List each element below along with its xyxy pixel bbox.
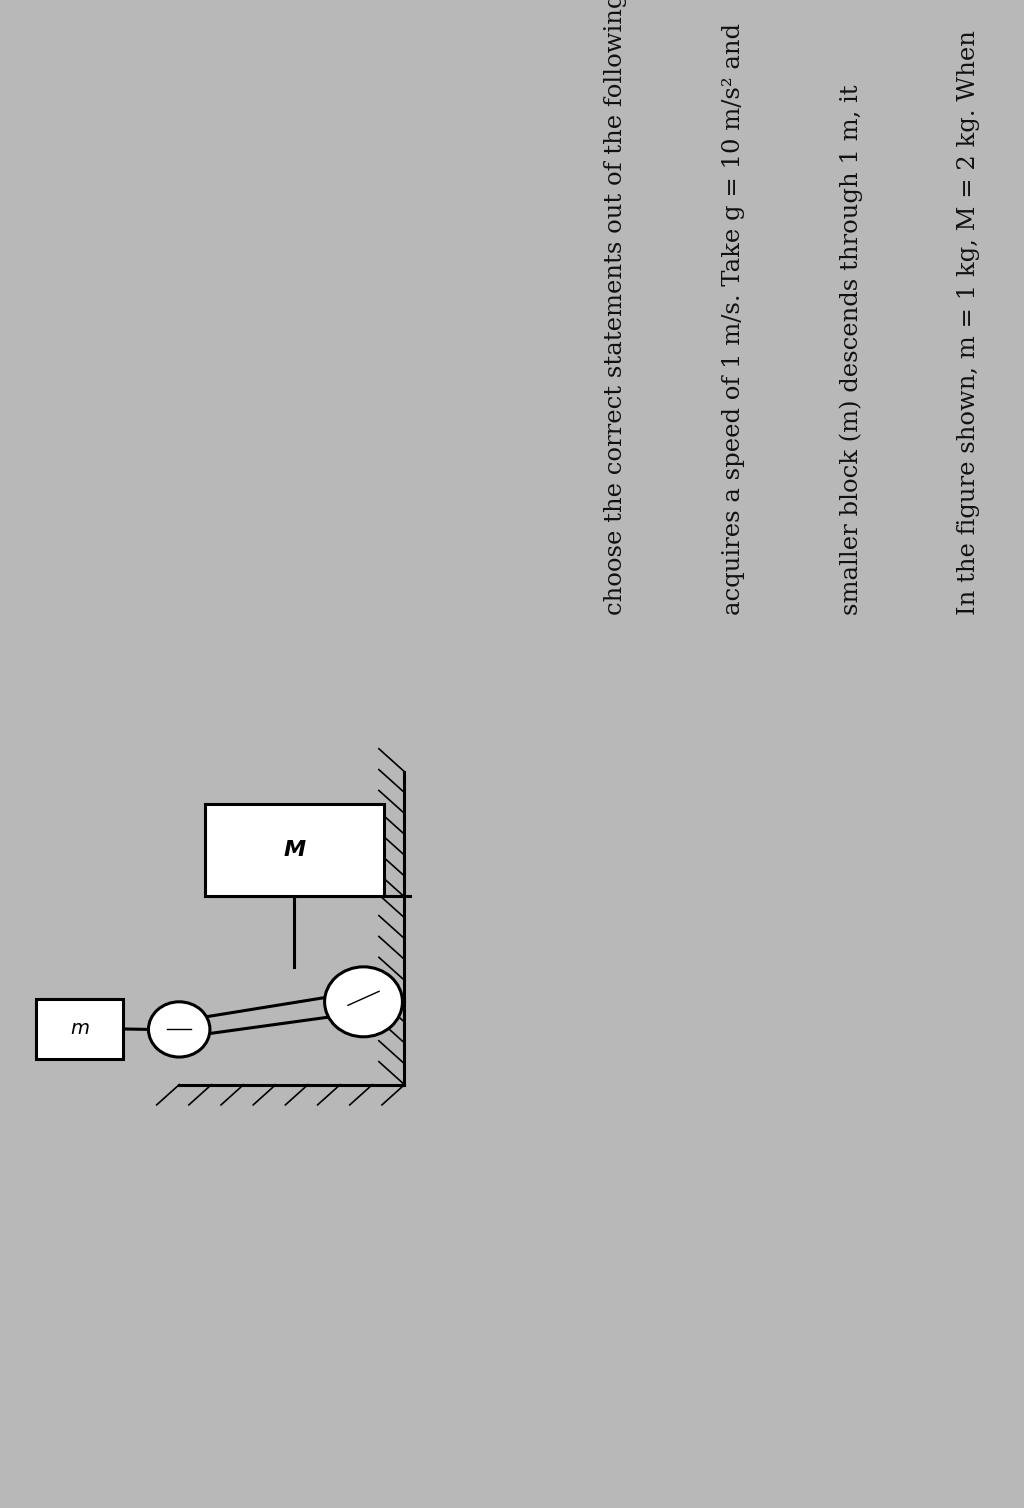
Text: M: M [284, 840, 305, 860]
Bar [205, 804, 384, 896]
Circle shape [148, 1001, 210, 1057]
Text: acquires a speed of 1 m/s. Take g = 10 m/s² and: acquires a speed of 1 m/s. Take g = 10 m… [722, 23, 744, 615]
Text: m: m [70, 1019, 89, 1039]
Circle shape [325, 967, 402, 1038]
Text: choose the correct statements out of the following: choose the correct statements out of the… [604, 0, 627, 615]
Text: smaller block (m) descends through 1 m, it: smaller block (m) descends through 1 m, … [840, 84, 863, 615]
Bar [36, 1000, 123, 1059]
Text: In the figure shown, m = 1 kg, M = 2 kg. When: In the figure shown, m = 1 kg, M = 2 kg.… [957, 30, 980, 615]
